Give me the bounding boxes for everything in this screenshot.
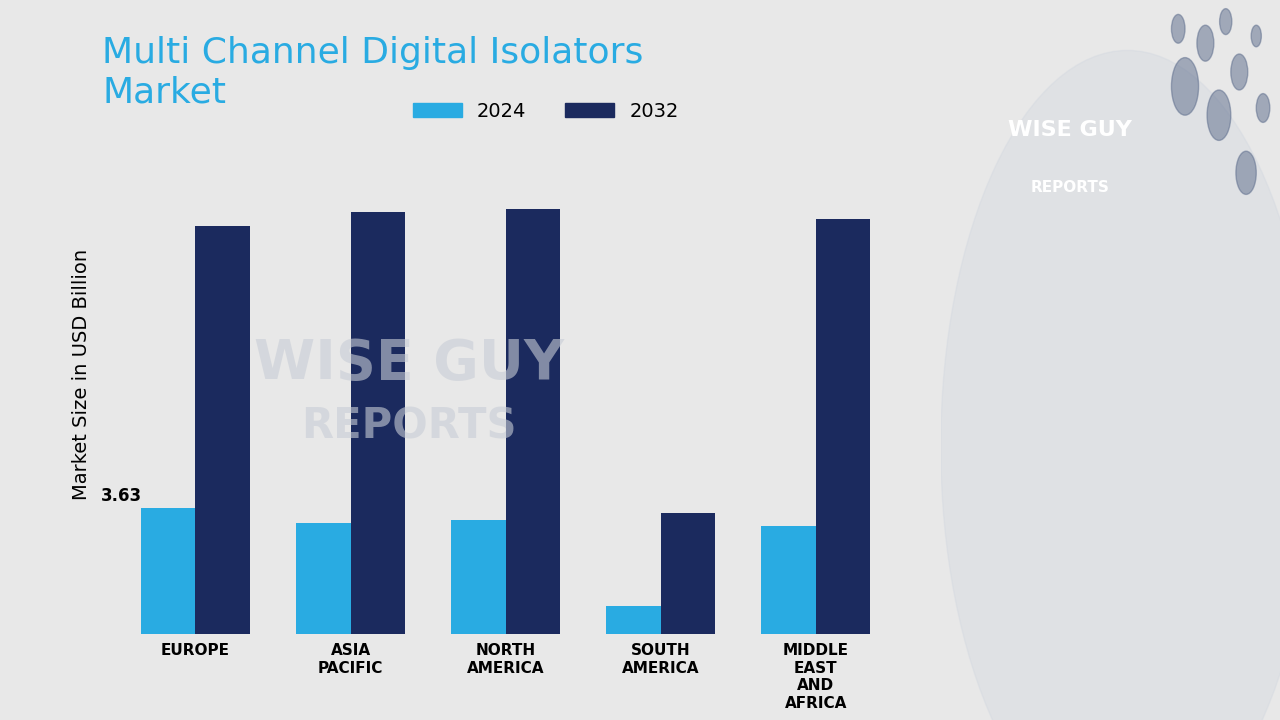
Circle shape [1220,9,1231,35]
Circle shape [1251,25,1261,47]
Bar [351,212,404,634]
Circle shape [1207,90,1231,140]
Circle shape [1171,14,1185,43]
Bar [196,226,250,634]
Bar [815,219,870,634]
Bar [452,520,506,634]
Circle shape [1256,94,1270,122]
Text: WISE GUY: WISE GUY [1007,120,1132,140]
Text: REPORTS: REPORTS [1030,180,1110,194]
Circle shape [1231,54,1248,90]
Legend: 2024, 2032: 2024, 2032 [406,94,686,128]
Bar [141,508,196,634]
Text: REPORTS: REPORTS [301,405,517,447]
Bar [296,523,351,634]
Text: 3.63: 3.63 [101,487,142,505]
Text: WISE GUY: WISE GUY [253,337,564,391]
Bar [762,526,815,634]
Bar [607,606,660,634]
Circle shape [1197,25,1213,61]
Bar [660,513,716,634]
Circle shape [1171,58,1198,115]
Circle shape [1236,151,1256,194]
Y-axis label: Market Size in USD Billion: Market Size in USD Billion [72,249,91,500]
Bar [506,209,559,634]
Circle shape [941,50,1280,720]
Text: Multi Channel Digital Isolators
Market: Multi Channel Digital Isolators Market [102,36,644,109]
